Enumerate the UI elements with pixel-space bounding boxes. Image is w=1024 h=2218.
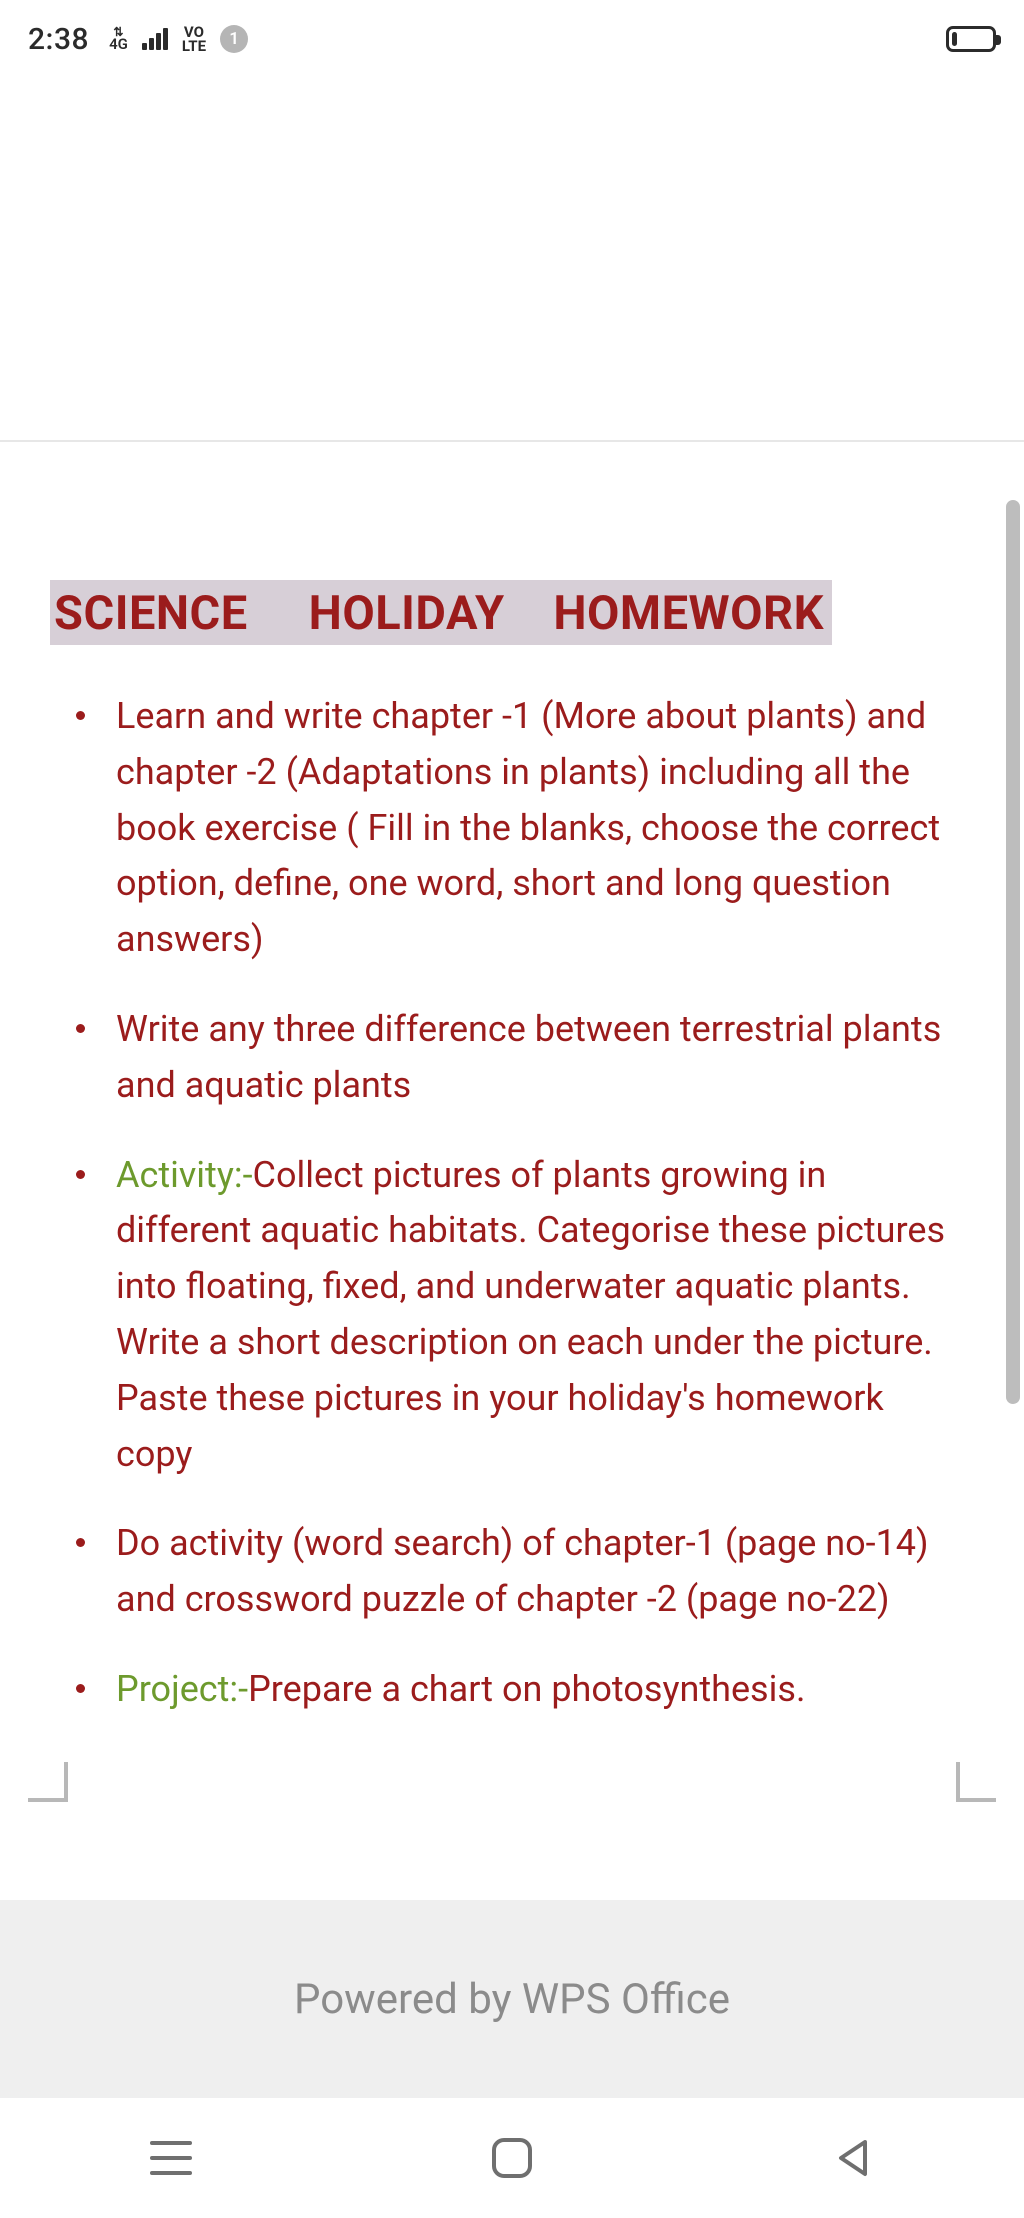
homework-list: Learn and write chapter -1 (More about p… [50, 689, 984, 1718]
scrollbar-thumb[interactable] [1006, 500, 1020, 1404]
nav-home-button[interactable] [424, 2123, 599, 2193]
crop-mark-bottom-right [956, 1798, 996, 1838]
clock: 2:38 [28, 22, 89, 57]
list-item: Do activity (word search) of chapter-1 (… [116, 1516, 984, 1628]
list-item-text: Prepare a chart on photosynthesis. [248, 1668, 805, 1710]
scrollbar[interactable] [1006, 500, 1020, 1958]
list-item-text: Collect pictures of plants growing in di… [116, 1154, 945, 1475]
list-item-keyword: Project:- [116, 1668, 248, 1710]
list-item: Activity:-Collect pictures of plants gro… [116, 1148, 984, 1483]
volte-icon: VO LTE [182, 25, 206, 53]
status-bar: 2:38 ⇅ 4G VO LTE 1 [0, 0, 1024, 78]
hamburger-icon [150, 2141, 192, 2175]
list-item: Write any three difference between terre… [116, 1002, 984, 1114]
back-triangle-icon [833, 2138, 873, 2178]
document-content: SCIENCE HOLIDAY HOMEWORK Learn and write… [50, 580, 984, 1752]
document-title: SCIENCE HOLIDAY HOMEWORK [50, 580, 832, 645]
list-item-text: Write any three difference between terre… [116, 1008, 941, 1106]
list-item-text: Learn and write chapter -1 (More about p… [116, 695, 940, 960]
list-item-keyword: Activity:- [116, 1154, 253, 1196]
notification-badge[interactable]: 1 [220, 25, 248, 53]
status-left: 2:38 ⇅ 4G VO LTE 1 [28, 22, 248, 57]
list-item: Project:-Prepare a chart on photosynthes… [116, 1662, 984, 1718]
powered-by-text: Powered by WPS Office [294, 1975, 730, 2024]
nav-recents-button[interactable] [83, 2123, 258, 2193]
crop-mark-bottom-left [28, 1798, 68, 1838]
status-right [946, 26, 996, 52]
list-item-text: Do activity (word search) of chapter-1 (… [116, 1522, 929, 1620]
home-square-icon [492, 2138, 532, 2178]
signal-icon [142, 28, 168, 50]
battery-icon [946, 26, 996, 52]
powered-by-footer: Powered by WPS Office [0, 1900, 1024, 2098]
page-divider [0, 440, 1024, 442]
nav-back-button[interactable] [766, 2123, 941, 2193]
network-4g-icon: ⇅ 4G [109, 27, 128, 52]
nav-bar [0, 2098, 1024, 2218]
list-item: Learn and write chapter -1 (More about p… [116, 689, 984, 968]
